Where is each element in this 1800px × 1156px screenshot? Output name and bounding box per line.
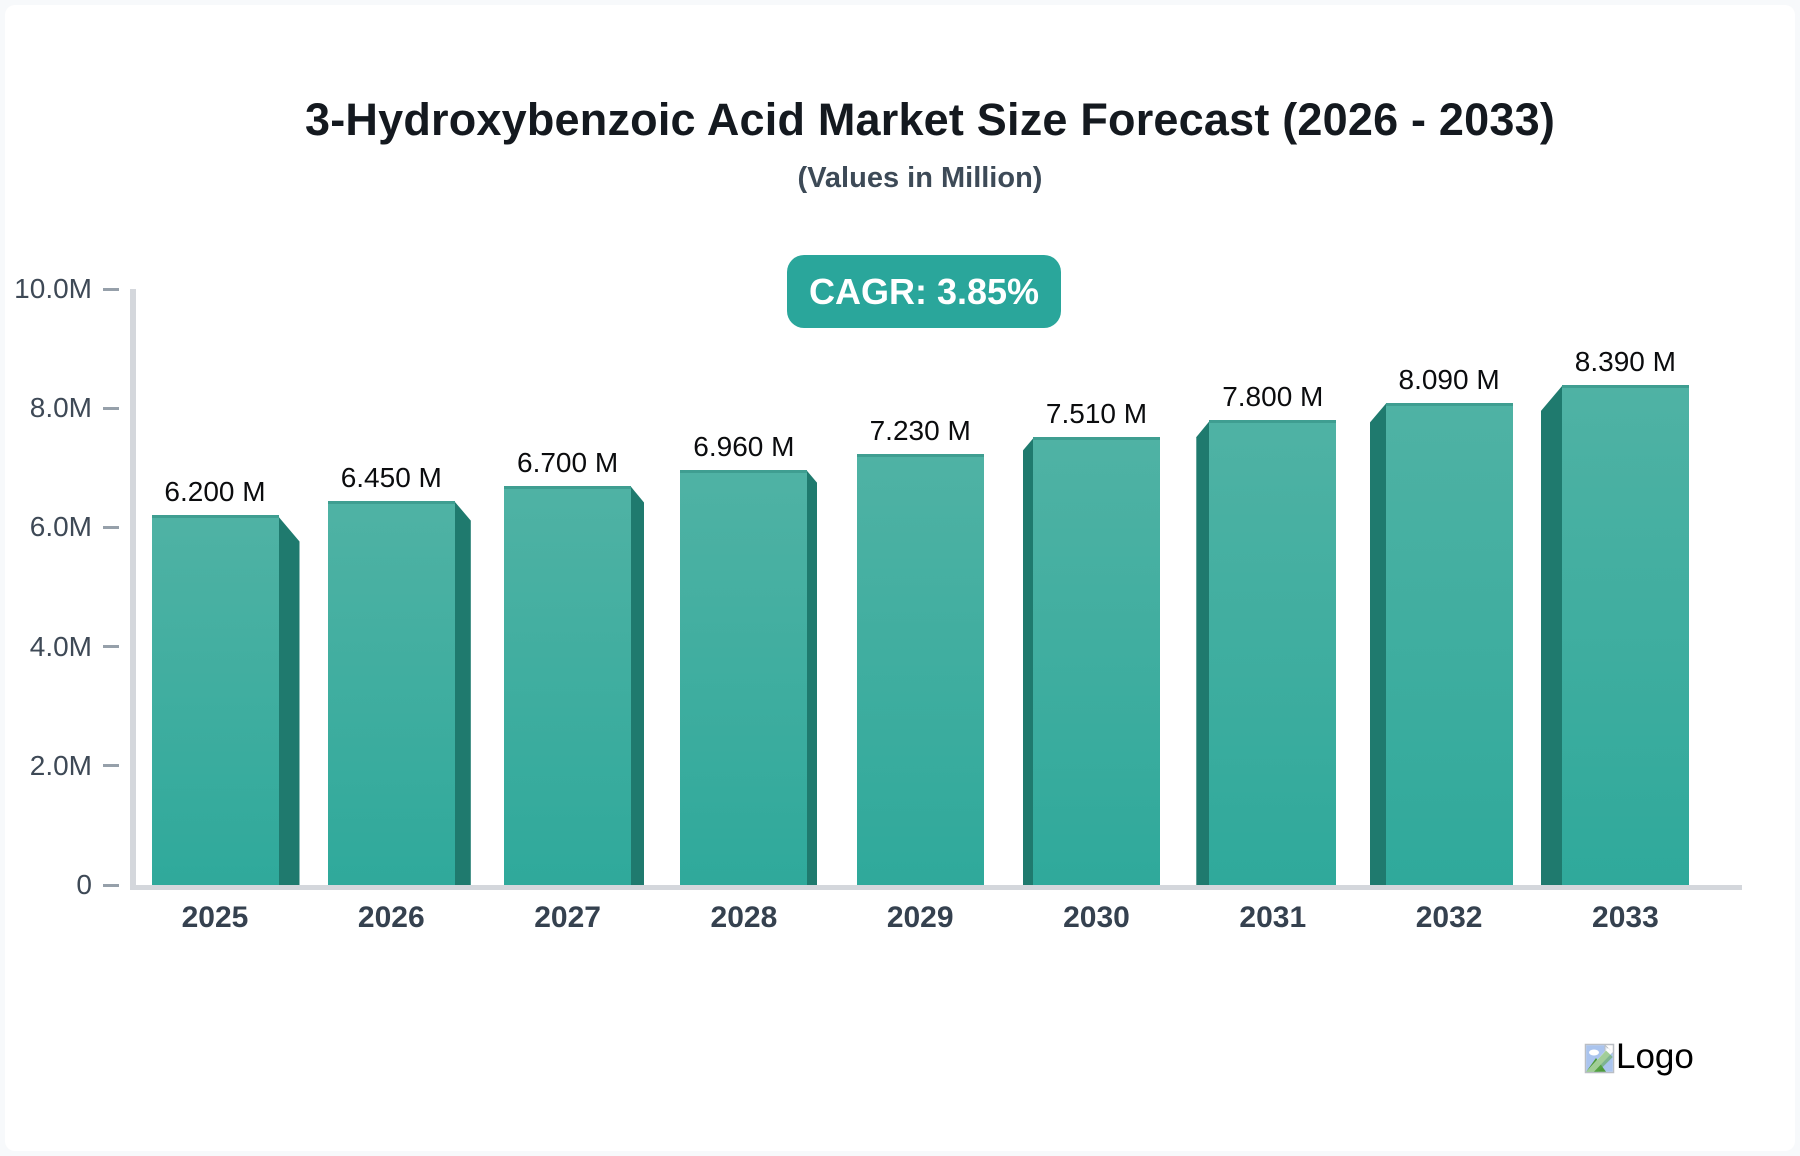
x-axis-label: 2031 [1239,901,1307,934]
bar[interactable] [856,454,984,885]
y-axis-tick [103,287,119,291]
x-axis-label: 2033 [1592,901,1659,934]
bar[interactable] [1209,420,1337,885]
cagr-badge: CAGR: 3.85% [787,255,1061,328]
x-axis-label: 2030 [1063,901,1130,934]
y-axis-tick [103,764,119,768]
y-axis-tick [103,406,119,410]
bar-3d-side [630,485,645,885]
y-axis-tick [103,645,119,649]
bar[interactable] [1385,402,1513,885]
bar[interactable] [151,515,279,885]
bar-3d-side [1196,420,1211,885]
bar-value-label: 6.960 M [693,431,795,463]
bar[interactable] [1561,384,1689,885]
bar-value-label: 8.390 M [1574,345,1676,377]
y-axis-label: 8.0M [29,392,92,424]
y-axis-line [130,289,136,890]
bar-value-label: 7.510 M [1045,398,1148,430]
y-axis-label: 10.0M [14,273,92,304]
x-axis-label: 2032 [1415,901,1483,934]
y-axis-tick [103,525,119,529]
y-axis-label: 6.0M [29,511,92,543]
bar[interactable] [1033,437,1160,885]
bar-3d-side [453,500,471,885]
x-axis-line [130,885,1742,890]
y-axis-tick [103,883,119,887]
logo: Logo [1584,1038,1694,1076]
bar-3d-side [1023,437,1034,885]
y-axis-label: 4.0M [29,630,92,662]
bar[interactable] [680,470,808,885]
x-axis-label: 2026 [357,901,425,934]
x-axis-label: 2027 [534,901,601,934]
cagr-badge-label: CAGR: 3.85% [808,270,1040,312]
bar-value-label: 6.200 M [164,476,266,508]
bar-3d-side [1369,402,1387,885]
bar-value-label: 8.090 M [1398,363,1500,395]
bar-3d-side [277,515,300,885]
bar-value-label: 6.450 M [340,461,442,493]
broken-image-icon [1584,1043,1615,1074]
x-axis-label: 2025 [181,901,249,934]
bar-value-label: 7.800 M [1222,381,1324,413]
chart-subtitle: (Values in Million) [797,162,1043,194]
bar[interactable] [327,500,455,885]
y-axis-label: 2.0M [29,749,92,781]
bar-3d-side [1540,384,1563,885]
y-axis-label: 0 [76,869,92,900]
chart-title: 3-Hydroxybenzoic Acid Market Size Foreca… [304,94,1556,145]
x-axis-label: 2028 [710,901,778,934]
bar-value-label: 7.230 M [869,415,971,447]
x-axis-label: 2029 [886,901,954,934]
bar-3d-side [806,470,818,885]
bar-value-label: 6.700 M [517,446,619,478]
bar[interactable] [504,485,632,885]
logo-alt-text: Logo [1616,1037,1694,1076]
